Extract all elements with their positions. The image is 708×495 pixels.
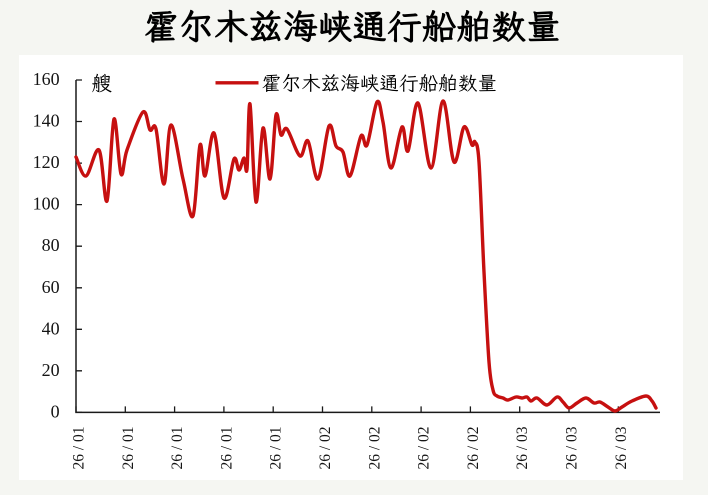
svg-text:26 / 03: 26 / 03 bbox=[564, 426, 581, 469]
svg-text:26 / 03: 26 / 03 bbox=[514, 426, 531, 469]
svg-text:26 / 02: 26 / 02 bbox=[416, 426, 433, 469]
svg-text:26 / 02: 26 / 02 bbox=[465, 426, 482, 469]
svg-text:26 / 01: 26 / 01 bbox=[71, 426, 88, 469]
svg-text:26 / 01: 26 / 01 bbox=[268, 426, 285, 469]
svg-text:20: 20 bbox=[42, 360, 60, 380]
svg-text:120: 120 bbox=[33, 152, 60, 172]
svg-text:26 / 03: 26 / 03 bbox=[613, 426, 630, 469]
svg-text:26 / 01: 26 / 01 bbox=[218, 426, 235, 469]
svg-text:40: 40 bbox=[42, 318, 60, 338]
svg-text:0: 0 bbox=[51, 401, 60, 421]
svg-text:26 / 02: 26 / 02 bbox=[317, 426, 334, 469]
svg-text:60: 60 bbox=[42, 277, 60, 297]
svg-text:100: 100 bbox=[33, 194, 60, 214]
svg-text:80: 80 bbox=[42, 235, 60, 255]
svg-text:26 / 02: 26 / 02 bbox=[366, 426, 383, 469]
svg-text:140: 140 bbox=[33, 111, 60, 131]
svg-text:26 / 01: 26 / 01 bbox=[120, 426, 137, 469]
svg-text:160: 160 bbox=[33, 69, 60, 89]
svg-text:26 / 01: 26 / 01 bbox=[169, 426, 186, 469]
